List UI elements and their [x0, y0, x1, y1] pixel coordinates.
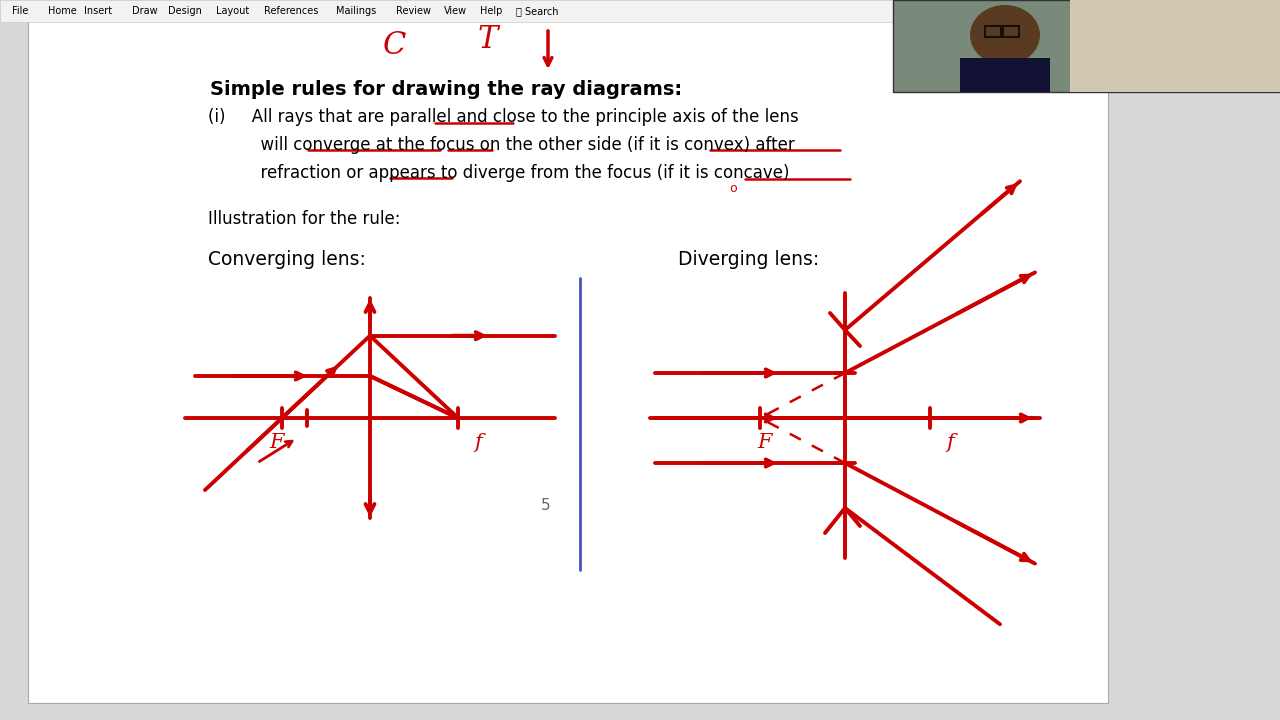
- Bar: [0, 0, 1280, 22]
- Text: ⌕ Search: ⌕ Search: [516, 6, 558, 16]
- Ellipse shape: [970, 5, 1039, 65]
- Text: will converge at the focus on the other side (if it is convex) after: will converge at the focus on the other …: [207, 136, 795, 154]
- Text: Insert: Insert: [84, 6, 113, 16]
- Text: C: C: [383, 30, 407, 60]
- Text: refraction or appears to diverge from the focus (if it is concave): refraction or appears to diverge from th…: [207, 164, 790, 182]
- Text: View: View: [444, 6, 467, 16]
- Text: References: References: [264, 6, 319, 16]
- Text: f: f: [474, 433, 481, 452]
- Text: Converging lens:: Converging lens:: [207, 250, 366, 269]
- Text: (i)     All rays that are parallel and close to the principle axis of the lens: (i) All rays that are parallel and close…: [207, 108, 799, 126]
- Text: Mailings: Mailings: [335, 6, 376, 16]
- Text: Simple rules for drawing the ray diagrams:: Simple rules for drawing the ray diagram…: [210, 80, 682, 99]
- Text: Home: Home: [49, 6, 77, 16]
- Bar: [986, 26, 1001, 37]
- Text: Review: Review: [396, 6, 431, 16]
- Text: o: o: [730, 182, 737, 195]
- Bar: [1070, 0, 1280, 92]
- Text: T: T: [477, 24, 498, 55]
- Bar: [960, 58, 1050, 92]
- Bar: [893, 0, 1280, 92]
- Text: Illustration for the rule:: Illustration for the rule:: [207, 210, 401, 228]
- Text: F: F: [270, 433, 284, 452]
- Text: Diverging lens:: Diverging lens:: [678, 250, 819, 269]
- Text: Draw: Draw: [132, 6, 157, 16]
- Text: F: F: [758, 433, 772, 452]
- Text: 5: 5: [541, 498, 550, 513]
- Text: f: f: [946, 433, 954, 452]
- Text: Design: Design: [168, 6, 202, 16]
- Text: Help: Help: [480, 6, 502, 16]
- Text: File: File: [12, 6, 28, 16]
- Bar: [1004, 26, 1019, 37]
- Text: Layout: Layout: [216, 6, 250, 16]
- Bar: [28, 18, 1108, 703]
